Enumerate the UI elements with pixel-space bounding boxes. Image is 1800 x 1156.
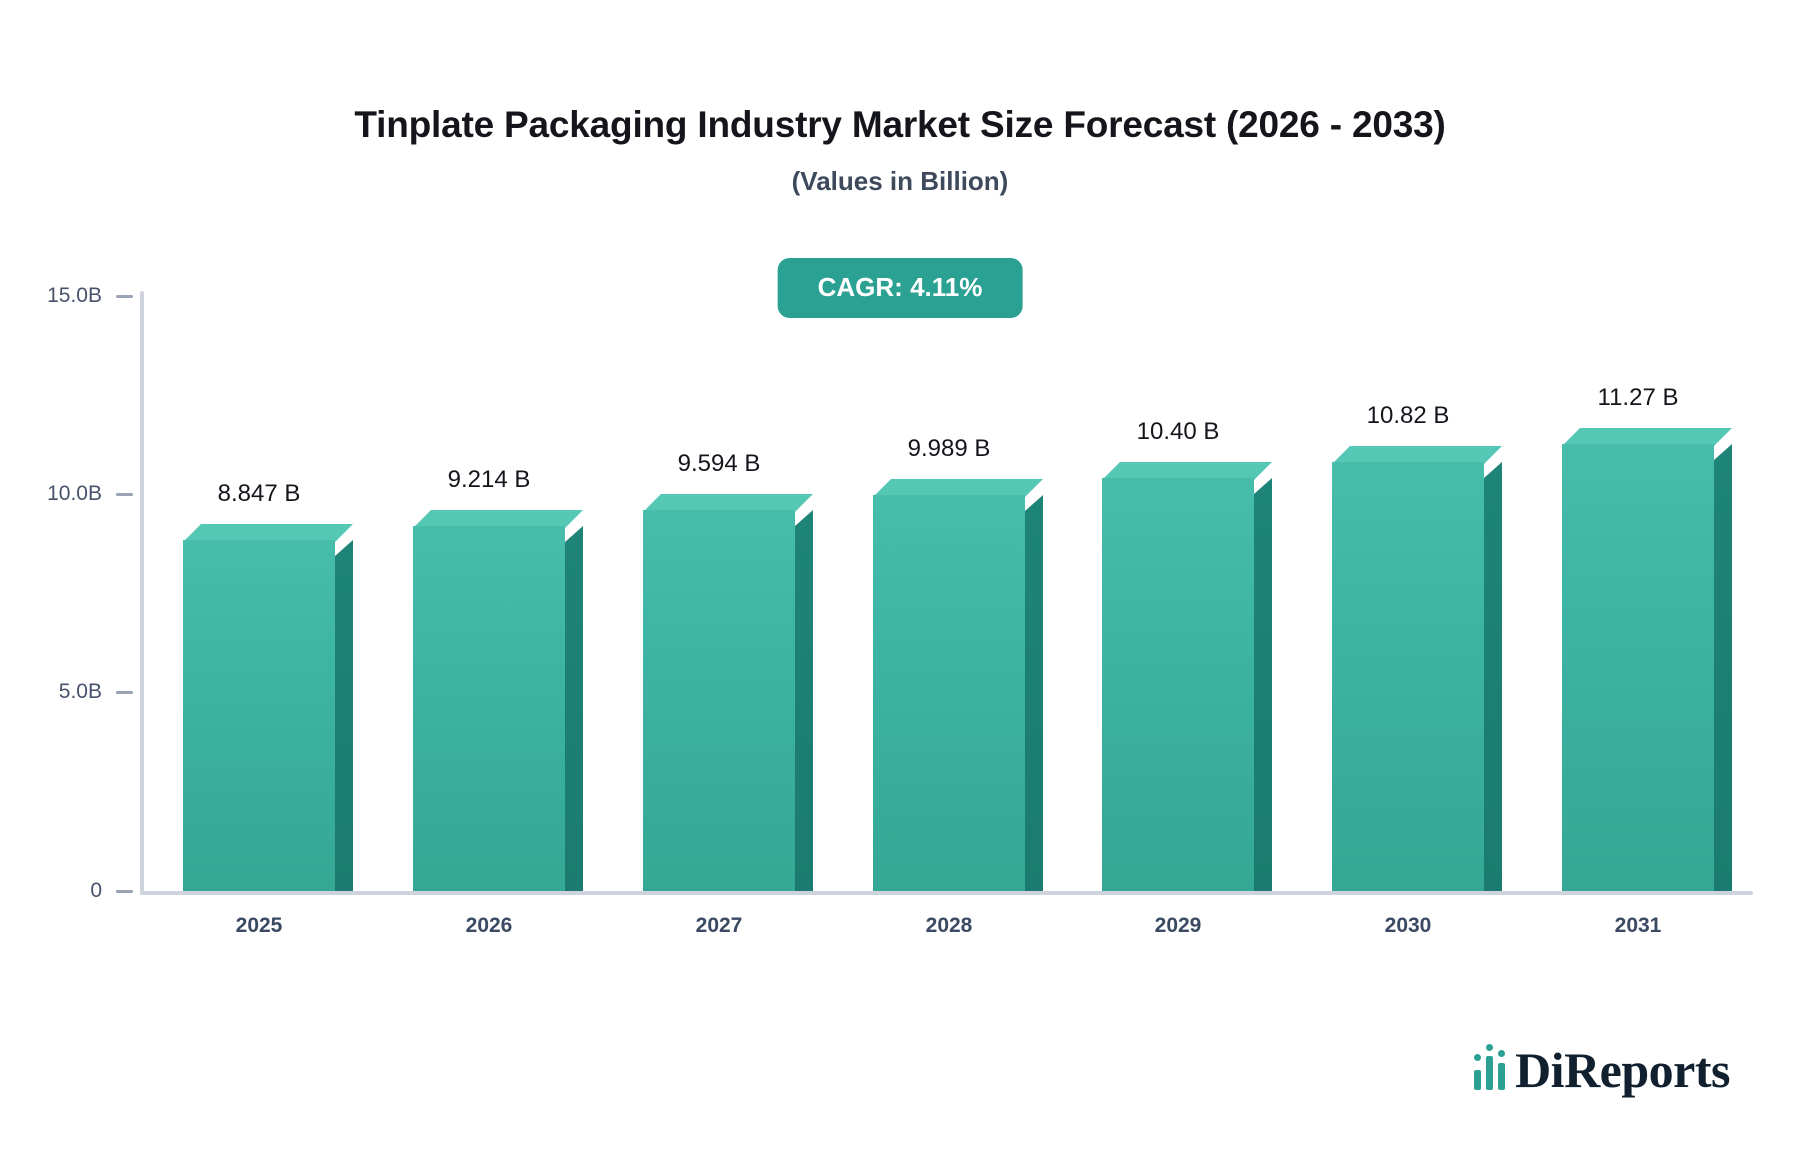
y-axis-tick-mark <box>116 492 133 496</box>
bar-side-face <box>1025 495 1043 891</box>
bar-top-face <box>873 479 1043 497</box>
bar-value-label: 10.40 B <box>1136 418 1220 445</box>
bar-front-face <box>1102 478 1254 891</box>
logo-bar-3 <box>1498 1063 1506 1090</box>
x-axis-label-2025: 2025 <box>235 914 283 937</box>
bar-top-face <box>1562 428 1732 446</box>
bar-front-face <box>413 526 565 891</box>
x-axis-label-2028: 2028 <box>925 914 973 937</box>
y-axis-tick-mark <box>116 294 133 298</box>
bar-top-face <box>1102 462 1272 480</box>
y-axis-tick-label: 10.0B <box>47 481 102 505</box>
bar-side-face <box>565 526 583 891</box>
chart-subtitle: (Values in Billion) <box>791 166 1009 196</box>
y-axis-tick-mark <box>116 889 133 893</box>
bar-2025[interactable] <box>183 524 353 891</box>
logo-dot-3 <box>1498 1050 1506 1057</box>
bar-top-face <box>1332 446 1502 464</box>
bar-front-face <box>1562 444 1714 891</box>
bar-value-label: 9.214 B <box>447 466 531 493</box>
bar-value-label: 9.989 B <box>907 435 991 462</box>
page-title: Tinplate Packaging Industry Market Size … <box>354 104 1446 145</box>
logo-bar-2 <box>1486 1056 1494 1090</box>
x-axis-label-2030: 2030 <box>1384 914 1432 937</box>
y-axis-tick-mark <box>116 691 133 695</box>
bar-top-face <box>183 524 353 542</box>
bar-front-face <box>873 495 1025 891</box>
bar-2030[interactable] <box>1332 446 1502 891</box>
bar-front-face <box>643 510 795 891</box>
y-axis-tick-label: 0 <box>90 878 102 902</box>
y-axis-tick-label: 15.0B <box>47 283 102 307</box>
logo-text: DiReports <box>1515 1041 1730 1098</box>
y-axis-ticks: 0 5.0B 10.0B 15.0B <box>0 0 133 1156</box>
bar-2029[interactable] <box>1102 462 1272 891</box>
bar-value-label: 11.27 B <box>1597 384 1679 411</box>
bar-2028[interactable] <box>873 479 1043 891</box>
bar-2026[interactable] <box>413 510 583 891</box>
x-axis-label-2027: 2027 <box>695 914 743 937</box>
x-axis-label-2026: 2026 <box>465 914 513 937</box>
bar-side-face <box>335 540 353 891</box>
bar-front-face <box>1332 462 1484 891</box>
x-axis-label-2031: 2031 <box>1614 914 1662 937</box>
logo-dot-1 <box>1474 1054 1482 1061</box>
x-axis-label-2029: 2029 <box>1154 914 1202 937</box>
bar-2031[interactable] <box>1562 428 1732 891</box>
bar-value-label: 8.847 B <box>217 480 301 507</box>
x-axis-line <box>140 891 1753 895</box>
bar-side-face <box>1484 462 1502 891</box>
bar-side-face <box>1254 478 1272 891</box>
logo-bar-1 <box>1474 1070 1482 1090</box>
bar-value-label: 10.82 B <box>1366 402 1450 429</box>
bar-side-face <box>795 510 813 891</box>
logo-dot-2 <box>1486 1044 1494 1051</box>
y-axis-tick-label: 5.0B <box>58 680 102 704</box>
direports-logo: DiReports <box>1474 1041 1730 1098</box>
bar-side-face <box>1714 444 1732 891</box>
bar-top-face <box>413 510 583 528</box>
bar-2027[interactable] <box>643 494 813 891</box>
y-axis-line <box>140 291 144 895</box>
bar-chart-icon <box>1474 1044 1506 1094</box>
bar-top-face <box>643 494 813 512</box>
cagr-badge: CAGR: 4.11% <box>777 258 1023 318</box>
bar-front-face <box>183 540 335 891</box>
bar-value-label: 9.594 B <box>677 450 761 477</box>
